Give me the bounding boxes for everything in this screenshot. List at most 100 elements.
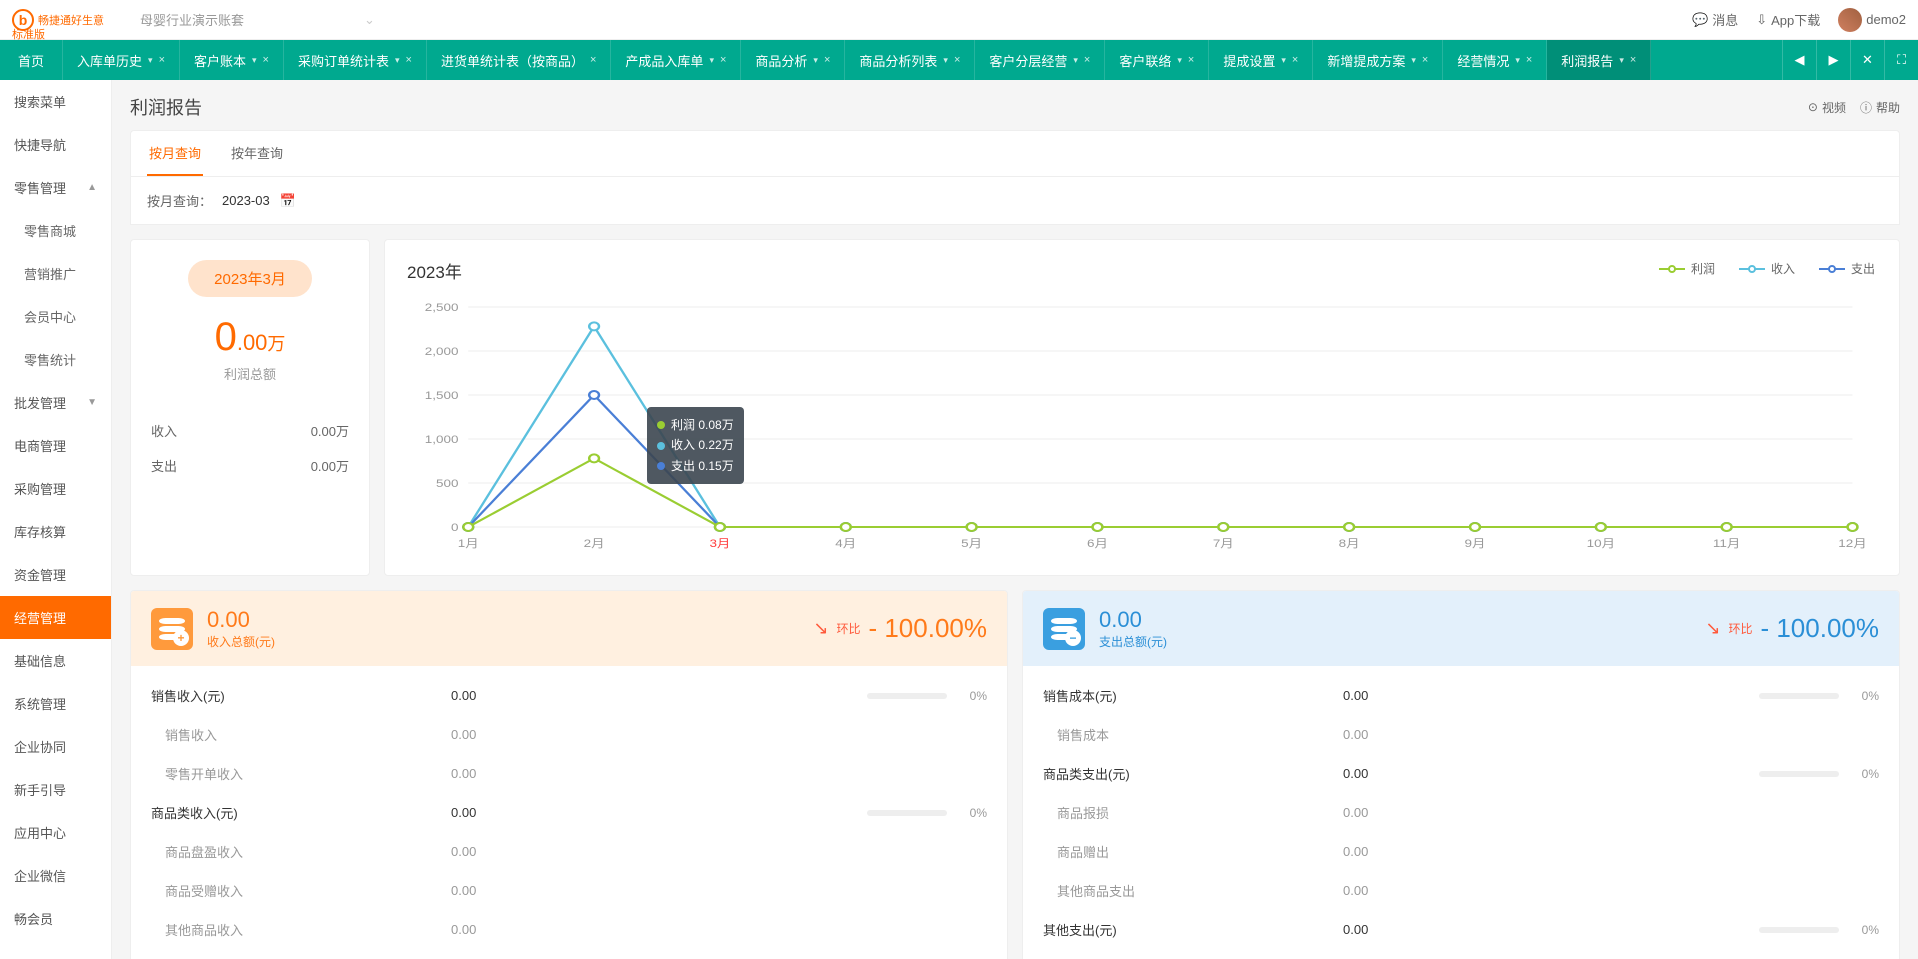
sidebar-item[interactable]: 批发管理▼ [0, 381, 111, 424]
help-link[interactable]: ⓘ帮助 [1860, 99, 1900, 116]
legend-item[interactable]: 利润 [1659, 260, 1715, 277]
chevron-icon: ▼ [87, 397, 97, 408]
sidebar-item[interactable]: 新手引导 [0, 768, 111, 811]
panel-row: 商品类收入(元)0.000% [151, 793, 987, 832]
svg-text:5月: 5月 [961, 537, 982, 550]
tab-bar: 首页 入库单历史▾×客户账本▾×采购订单统计表▾×进货单统计表（按商品）×产成品… [0, 40, 1918, 80]
tabs-close-all[interactable]: ✕ [1850, 40, 1884, 80]
avatar [1838, 8, 1862, 32]
tab-item[interactable]: 客户分层经营▾× [975, 40, 1105, 80]
close-icon[interactable]: × [1422, 54, 1428, 66]
page-title: 利润报告 [130, 94, 202, 120]
expense-panel: − 0.00 支出总额(元) ↘ 环比 - 100.00% 销售成本(元)0.0… [1022, 590, 1900, 959]
svg-text:2,500: 2,500 [425, 301, 459, 314]
query-tab[interactable]: 按月查询 [147, 131, 203, 176]
sidebar-item[interactable]: 营销推广 [0, 252, 111, 295]
panel-row: 销售成本(元)0.000% [1043, 676, 1879, 715]
close-icon[interactable]: × [1084, 54, 1090, 66]
close-icon[interactable]: × [720, 54, 726, 66]
income-total-label: 收入总额(元) [207, 633, 275, 650]
close-icon[interactable]: × [406, 54, 412, 66]
svg-text:11月: 11月 [1713, 537, 1740, 550]
tab-item[interactable]: 采购订单统计表▾× [284, 40, 427, 80]
panel-row: 商品类支出(元)0.000% [1043, 754, 1879, 793]
svg-text:12月: 12月 [1838, 537, 1866, 550]
panel-row: 商品报损0.00 [1043, 793, 1879, 832]
income-change-pct: - 100.00% [868, 613, 987, 644]
tab-item[interactable]: 利润报告▾× [1547, 40, 1651, 80]
tab-item[interactable]: 入库单历史▾× [63, 40, 180, 80]
close-icon[interactable]: × [159, 54, 165, 66]
tab-item[interactable]: 商品分析列表▾× [845, 40, 975, 80]
svg-text:7月: 7月 [1213, 537, 1234, 550]
svg-text:1,000: 1,000 [425, 433, 459, 446]
close-icon[interactable]: × [263, 54, 269, 66]
sidebar-item[interactable]: 搜索菜单 [0, 80, 111, 123]
panel-row: 其他商品支出0.00 [1043, 871, 1879, 910]
tab-item[interactable]: 客户联络▾× [1105, 40, 1209, 80]
sidebar-item[interactable]: 零售管理▲ [0, 166, 111, 209]
tab-item[interactable]: 经营情况▾× [1443, 40, 1547, 80]
calendar-icon[interactable]: 📅 [280, 193, 296, 209]
sidebar-item[interactable]: 零售商城 [0, 209, 111, 252]
sidebar-item[interactable]: 经营管理 [0, 596, 111, 639]
app-download-link[interactable]: ⇩ App下载 [1756, 10, 1820, 29]
sidebar-item[interactable]: 资金管理 [0, 553, 111, 596]
close-icon[interactable]: × [1526, 54, 1532, 66]
fullscreen-toggle[interactable]: ⛶ [1884, 40, 1918, 80]
sidebar-item[interactable]: 企业协同 [0, 725, 111, 768]
chevron-down-icon: ▾ [1073, 55, 1078, 66]
close-icon[interactable]: × [590, 54, 596, 66]
sidebar-item[interactable]: 零售统计 [0, 338, 111, 381]
income-total-value: 0.00 [207, 607, 275, 633]
close-icon[interactable]: × [1188, 54, 1194, 66]
tabs-scroll-left[interactable]: ◀ [1782, 40, 1816, 80]
tab-item[interactable]: 进货单统计表（按商品）× [427, 40, 611, 80]
svg-text:1月: 1月 [458, 537, 479, 550]
close-icon[interactable]: × [954, 54, 960, 66]
query-tab[interactable]: 按年查询 [229, 131, 285, 176]
svg-text:8月: 8月 [1339, 537, 1360, 550]
messages-link[interactable]: 💬 消息 [1692, 10, 1738, 29]
tab-item[interactable]: 商品分析▾× [741, 40, 845, 80]
chevron-down-icon: ▾ [1177, 55, 1182, 66]
tab-home[interactable]: 首页 [0, 40, 63, 80]
query-row: 按月查询： 2023-03 📅 [130, 177, 1900, 225]
tabs-scroll-right[interactable]: ▶ [1816, 40, 1850, 80]
sidebar-item[interactable]: 基础信息 [0, 639, 111, 682]
panel-row: 其他商品收入0.00 [151, 910, 987, 949]
expense-total-label: 支出总额(元) [1099, 633, 1167, 650]
sidebar-item[interactable]: 畅会员 [0, 897, 111, 940]
tab-item[interactable]: 产成品入库单▾× [611, 40, 741, 80]
account-selector[interactable]: 母婴行业演示账套 ⌄ [140, 10, 375, 29]
sidebar-item[interactable]: 库存核算 [0, 510, 111, 553]
tab-item[interactable]: 提成设置▾× [1209, 40, 1313, 80]
svg-text:500: 500 [436, 477, 459, 490]
sidebar-item[interactable]: 电商管理 [0, 424, 111, 467]
chevron-down-icon: ▾ [1515, 55, 1520, 66]
chevron-down-icon: ▾ [1281, 55, 1286, 66]
sidebar-item[interactable]: 采购管理 [0, 467, 111, 510]
query-date: 2023-03 [222, 193, 270, 208]
close-icon[interactable]: × [1292, 54, 1298, 66]
legend-item[interactable]: 收入 [1739, 260, 1795, 277]
sidebar-item[interactable]: 快捷导航 [0, 123, 111, 166]
close-icon[interactable]: × [824, 54, 830, 66]
chevron-down-icon: ▾ [1411, 55, 1416, 66]
sidebar-item[interactable]: 会员中心 [0, 295, 111, 338]
close-icon[interactable]: × [1630, 54, 1636, 66]
sidebar-item[interactable]: 应用中心 [0, 811, 111, 854]
hb-label: 环比 [836, 620, 860, 637]
tab-item[interactable]: 新增提成方案▾× [1313, 40, 1443, 80]
sidebar-item[interactable]: 企业微信 [0, 854, 111, 897]
income-icon: + [151, 608, 193, 650]
svg-text:6月: 6月 [1087, 537, 1108, 550]
video-link[interactable]: ⊙视频 [1808, 99, 1846, 116]
tab-item[interactable]: 客户账本▾× [180, 40, 284, 80]
user-menu[interactable]: demo2 [1838, 8, 1906, 32]
top-header: b 畅捷通好生意 标准版 母婴行业演示账套 ⌄ 💬 消息 ⇩ App下载 dem… [0, 0, 1918, 40]
chevron-down-icon: ▾ [813, 55, 818, 66]
chart-tooltip: 利润 0.08万收入 0.22万支出 0.15万 [647, 407, 744, 484]
legend-item[interactable]: 支出 [1819, 260, 1875, 277]
sidebar-item[interactable]: 系统管理 [0, 682, 111, 725]
